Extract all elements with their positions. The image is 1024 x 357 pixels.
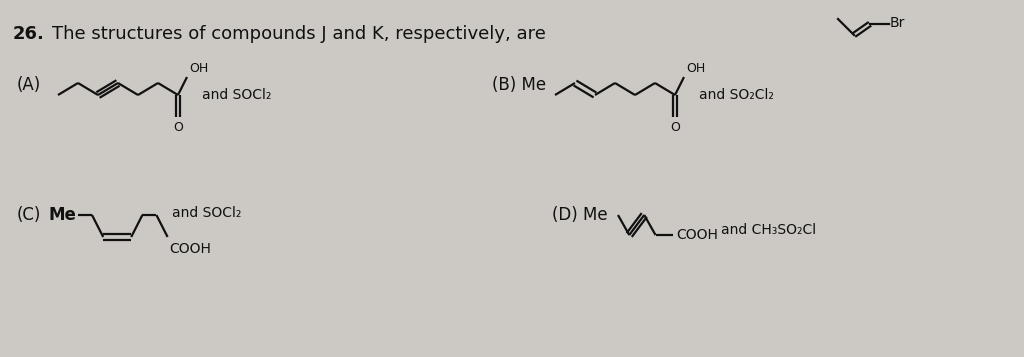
Text: Br: Br bbox=[890, 16, 905, 30]
Text: and CH₃SO₂Cl: and CH₃SO₂Cl bbox=[721, 223, 816, 237]
Text: (A): (A) bbox=[17, 76, 41, 94]
Text: Me: Me bbox=[48, 206, 76, 224]
Text: COOH: COOH bbox=[676, 228, 718, 242]
Text: COOH: COOH bbox=[170, 242, 212, 256]
Text: OH: OH bbox=[189, 62, 208, 75]
Text: (D) Me: (D) Me bbox=[552, 206, 607, 224]
Text: and SO₂Cl₂: and SO₂Cl₂ bbox=[699, 88, 774, 102]
Text: The structures of compounds J and K, respectively, are: The structures of compounds J and K, res… bbox=[52, 25, 546, 43]
Text: O: O bbox=[173, 121, 183, 134]
Text: and SOCl₂: and SOCl₂ bbox=[172, 206, 242, 220]
Text: (B) Me: (B) Me bbox=[492, 76, 546, 94]
Text: O: O bbox=[670, 121, 680, 134]
Text: and SOCl₂: and SOCl₂ bbox=[202, 88, 271, 102]
Text: (C): (C) bbox=[17, 206, 41, 224]
Text: 26.: 26. bbox=[13, 25, 45, 43]
Text: OH: OH bbox=[686, 62, 706, 75]
